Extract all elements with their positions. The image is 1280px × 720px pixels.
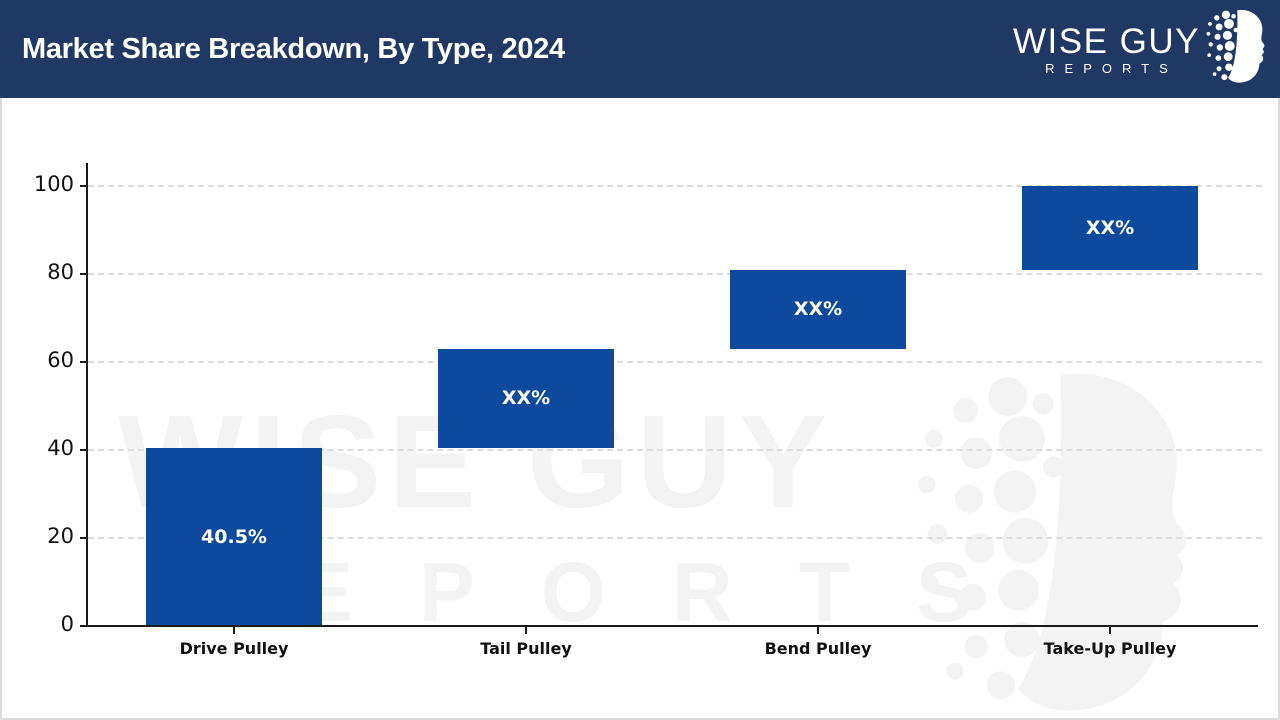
y-tick-label: 40 xyxy=(47,436,74,460)
y-tick-label: 20 xyxy=(47,524,74,548)
bar-value-label: XX% xyxy=(793,298,843,321)
category-label: Take-Up Pulley xyxy=(1043,639,1177,658)
gridline xyxy=(88,449,1262,451)
x-tick-mark xyxy=(1109,627,1111,634)
x-tick-mark xyxy=(525,627,527,634)
bar: 40.5% xyxy=(146,447,322,626)
brand-subtitle: REPORTS xyxy=(1045,60,1178,76)
bar-value-label: XX% xyxy=(501,387,551,410)
y-tick-mark xyxy=(80,273,87,275)
category-label: Tail Pulley xyxy=(480,639,572,658)
y-tick-mark xyxy=(80,361,87,363)
y-tick-mark xyxy=(80,449,87,451)
y-tick-label: 100 xyxy=(33,172,74,196)
header-bar: Market Share Breakdown, By Type, 2024 WI… xyxy=(0,0,1280,98)
brand-name: WISE GUY xyxy=(1012,21,1200,61)
bar: XX% xyxy=(1022,186,1198,270)
dotted-head-icon xyxy=(1194,6,1270,92)
category-label: Drive Pulley xyxy=(179,639,289,658)
category-label: Bend Pulley xyxy=(764,639,872,658)
x-axis-line xyxy=(86,625,1258,627)
bar-value-label: XX% xyxy=(1085,216,1135,239)
gridline xyxy=(88,185,1262,187)
page-title: Market Share Breakdown, By Type, 2024 xyxy=(22,32,565,65)
bar-value-label: 40.5% xyxy=(201,525,267,548)
y-tick-label: 60 xyxy=(47,348,74,372)
gridline xyxy=(88,273,1262,275)
y-tick-mark xyxy=(80,625,87,627)
y-tick-label: 80 xyxy=(47,260,74,284)
y-axis-line xyxy=(86,163,88,627)
bar: XX% xyxy=(730,269,906,349)
x-tick-mark xyxy=(817,627,819,634)
gridline xyxy=(88,361,1262,363)
brand-logo-text: WISE GUY REPORTS xyxy=(1013,24,1200,75)
y-tick-mark xyxy=(80,185,87,187)
bar: XX% xyxy=(438,348,614,448)
y-tick-label: 0 xyxy=(60,612,74,636)
brand-logo: WISE GUY REPORTS xyxy=(1013,6,1280,92)
gridline xyxy=(88,537,1262,539)
y-tick-mark xyxy=(80,537,87,539)
x-tick-mark xyxy=(233,627,235,634)
